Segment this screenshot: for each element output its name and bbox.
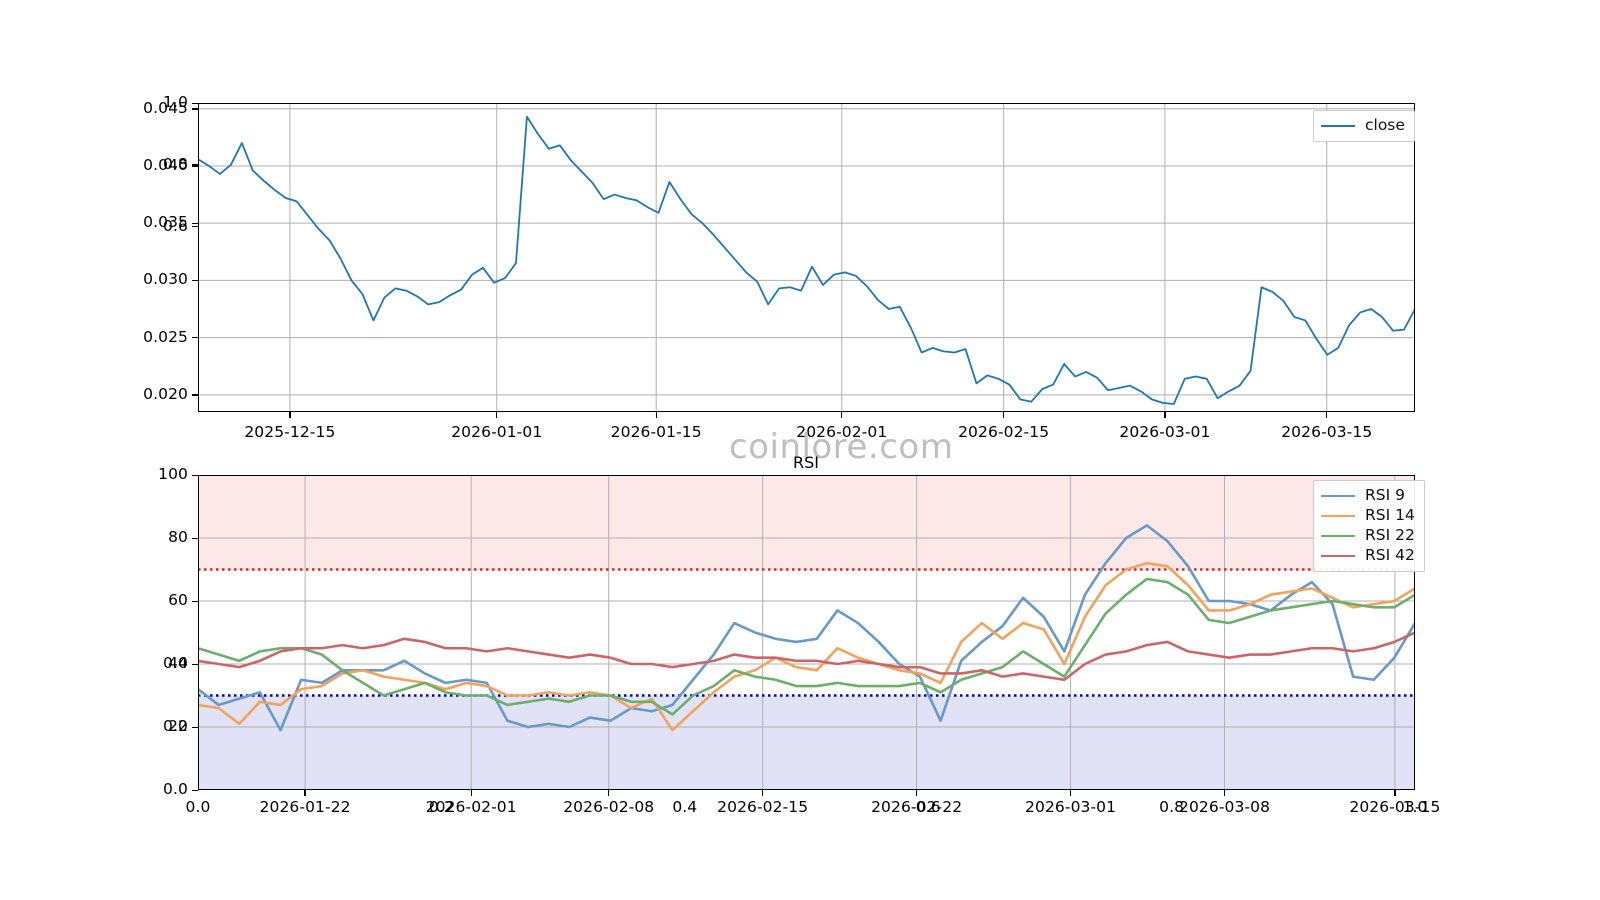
rsi-legend-swatch-icon	[1321, 555, 1355, 557]
rsi-y-tick-mark-secondary	[192, 726, 198, 728]
price-x-tick-mark	[841, 412, 843, 418]
price-x-tick-label: 2026-02-15	[958, 423, 1050, 441]
price-x-tick-label: 2026-01-01	[451, 423, 543, 441]
rsi-y-tick-label: 80	[168, 528, 188, 546]
price-y-tick-label-secondary: 0.6	[163, 216, 188, 235]
rsi-legend-label: RSI 9	[1365, 486, 1405, 505]
price-y-tick-mark	[192, 279, 198, 282]
price-x-tick-mark	[655, 412, 657, 418]
rsi-y-tick-label-secondary: 0.4	[163, 654, 188, 672]
rsi-x-tick-mark	[470, 790, 472, 796]
rsi-x-tick-label: 2026-03-15	[1349, 798, 1441, 816]
price-x-tick-mark	[496, 412, 498, 418]
rsi-y-tick-label-secondary: 0.2	[163, 717, 188, 735]
rsi-legend-label: RSI 14	[1365, 506, 1415, 525]
rsi-legend-swatch-icon	[1321, 515, 1355, 517]
price-y-tick-label: 0.020	[143, 384, 188, 403]
rsi-legend-swatch-icon	[1321, 495, 1355, 497]
rsi-x-tick-mark	[1223, 790, 1226, 796]
price-y-tick-mark	[192, 337, 198, 339]
rsi-x-tick-mark	[1394, 790, 1396, 796]
price-y-tick-mark	[192, 394, 198, 396]
rsi-legend-row[interactable]: RSI 9	[1321, 486, 1415, 506]
price-y-tick-label: 0.035	[143, 213, 188, 232]
coinlore-watermark: coinlore.com	[729, 427, 954, 467]
rsi-x-tick-label: 2026-01-22	[259, 798, 351, 816]
price-y-tick-mark-secondary	[192, 102, 198, 104]
price-x-tick-label: 2026-01-15	[610, 423, 702, 441]
rsi-y-tick-label: 100	[158, 465, 188, 483]
rsi-x-tick-label-secondary: 0.0	[185, 798, 211, 816]
price-x-tick-label: 2026-03-01	[1119, 423, 1211, 441]
rsi-y-tick-mark	[192, 600, 198, 602]
price-chart-plot	[198, 103, 1415, 412]
price-y-tick-label: 0.025	[143, 327, 188, 346]
price-x-tick-label: 2025-12-15	[244, 423, 336, 441]
rsi-chart-plot	[198, 475, 1415, 790]
price-legend-swatch-icon	[1321, 125, 1355, 127]
price-y-tick-label: 0.045	[143, 98, 188, 117]
rsi-chart-axes	[198, 475, 1415, 790]
rsi-x-tick-label: 2026-02-08	[563, 798, 655, 816]
rsi-legend-row[interactable]: RSI 14	[1321, 506, 1415, 526]
price-y-tick-mark-secondary	[192, 164, 198, 166]
price-y-tick-mark-secondary	[192, 226, 198, 228]
rsi-y-tick-label: 40	[168, 654, 188, 672]
rsi-x-tick-mark	[304, 790, 306, 796]
rsi-y-tick-mark	[192, 474, 198, 476]
rsi-y-tick-label: 60	[168, 591, 188, 609]
rsi-x-tick-label: 2026-02-15	[717, 798, 809, 816]
rsi-legend-row[interactable]: RSI 22	[1321, 526, 1415, 546]
rsi-y-tick-label: 20	[168, 717, 188, 735]
price-legend-row[interactable]: close	[1321, 116, 1405, 136]
rsi-x-tick-mark	[1069, 790, 1072, 796]
rsi-chart-title: RSI	[793, 453, 819, 472]
rsi-y-tick-mark-secondary	[192, 789, 198, 791]
price-x-tick-mark	[1003, 412, 1005, 418]
rsi-x-tick-mark	[915, 790, 918, 796]
rsi-x-tick-label: 2026-03-08	[1178, 798, 1271, 816]
price-legend-label: close	[1365, 116, 1405, 135]
price-y-tick-label-secondary: 0.8	[163, 154, 188, 173]
price-y-tick-mark	[192, 222, 198, 224]
rsi-x-tick-label: 2026-02-22	[871, 798, 963, 816]
rsi-y-tick-label-secondary: 0.0	[163, 780, 188, 798]
price-x-tick-label: 2026-02-01	[796, 423, 888, 441]
rsi-x-tick-label: 2026-03-01	[1025, 798, 1117, 816]
price-y-tick-mark	[192, 165, 198, 167]
rsi-chart-legend[interactable]: RSI 9 RSI 14 RSI 22 RSI 42	[1313, 480, 1425, 572]
price-y-tick-mark	[192, 108, 198, 110]
rsi-x-tick-label-secondary: 0.4	[672, 798, 698, 816]
rsi-x-tick-label-secondary: 0.6	[915, 798, 941, 816]
rsi-x-tick-label-secondary: 1.0	[1402, 798, 1428, 816]
rsi-y-tick-mark	[192, 537, 198, 539]
price-y-tick-label-secondary: 1.0	[163, 93, 188, 111]
price-y-tick-label: 0.030	[143, 270, 188, 289]
price-chart-legend[interactable]: close	[1313, 110, 1415, 142]
rsi-x-tick-mark	[762, 790, 764, 796]
price-x-tick-mark	[1164, 412, 1166, 418]
rsi-x-tick-mark	[608, 790, 610, 796]
rsi-x-tick-label-secondary: 0.8	[1159, 798, 1185, 816]
rsi-legend-label: RSI 22	[1365, 526, 1415, 545]
rsi-legend-row[interactable]: RSI 42	[1321, 546, 1415, 566]
price-chart-axes	[198, 103, 1415, 412]
rsi-y-tick-mark-secondary	[192, 663, 198, 665]
rsi-legend-label: RSI 42	[1365, 546, 1415, 565]
rsi-x-tick-label-secondary: 0.2	[428, 798, 454, 816]
rsi-legend-swatch-icon	[1321, 535, 1355, 537]
price-x-tick-mark	[289, 412, 291, 418]
price-y-tick-label: 0.040	[143, 155, 188, 174]
rsi-x-tick-label: 2026-02-01	[425, 798, 517, 816]
price-x-tick-label: 2026-03-15	[1281, 423, 1373, 441]
price-x-tick-mark	[1326, 412, 1328, 418]
